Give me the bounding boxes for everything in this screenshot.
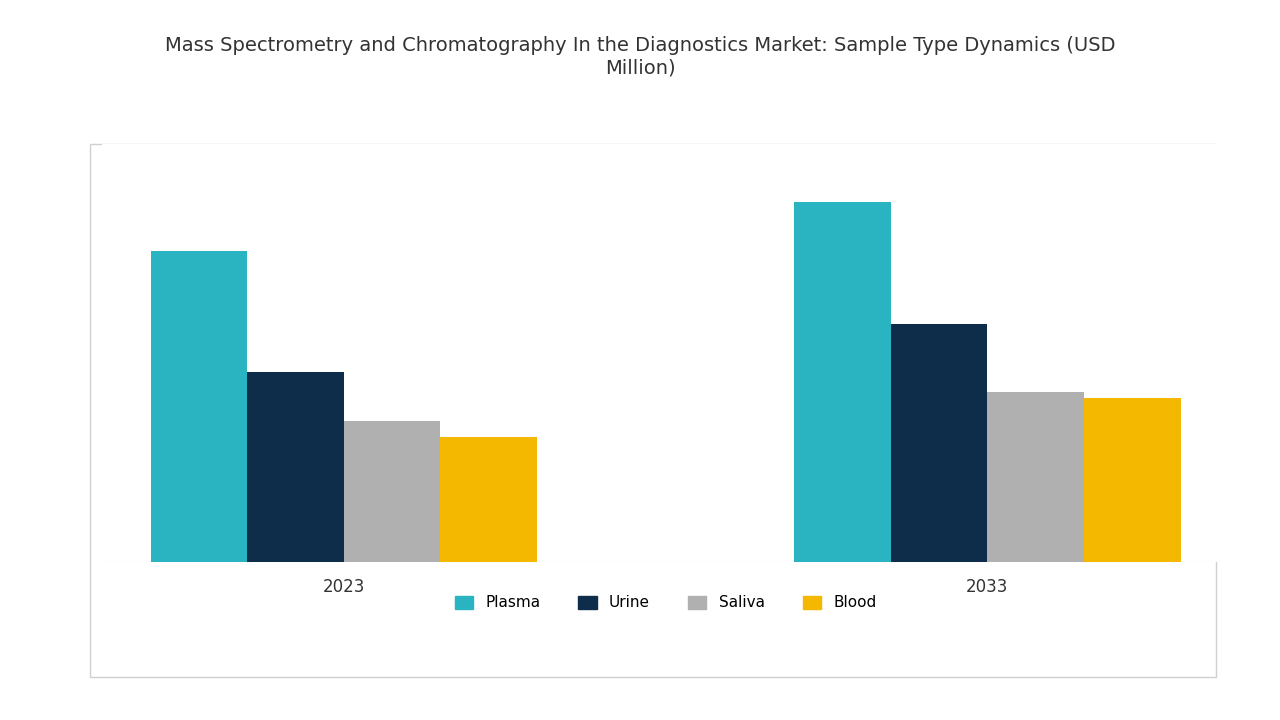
Bar — [440, 437, 536, 562]
Text: Mass Spectrometry and Chromatography In the Diagnostics Market: Sample Type Dyna: Mass Spectrometry and Chromatography In … — [165, 36, 1115, 77]
Bar — [1084, 398, 1180, 562]
Legend: Plasma, Urine, Saliva, Blood: Plasma, Urine, Saliva, Blood — [448, 590, 883, 616]
Bar — [891, 324, 987, 562]
Bar — [247, 372, 344, 562]
Bar — [987, 392, 1084, 562]
Bar — [795, 202, 891, 562]
Bar — [151, 251, 247, 562]
Bar — [344, 420, 440, 562]
